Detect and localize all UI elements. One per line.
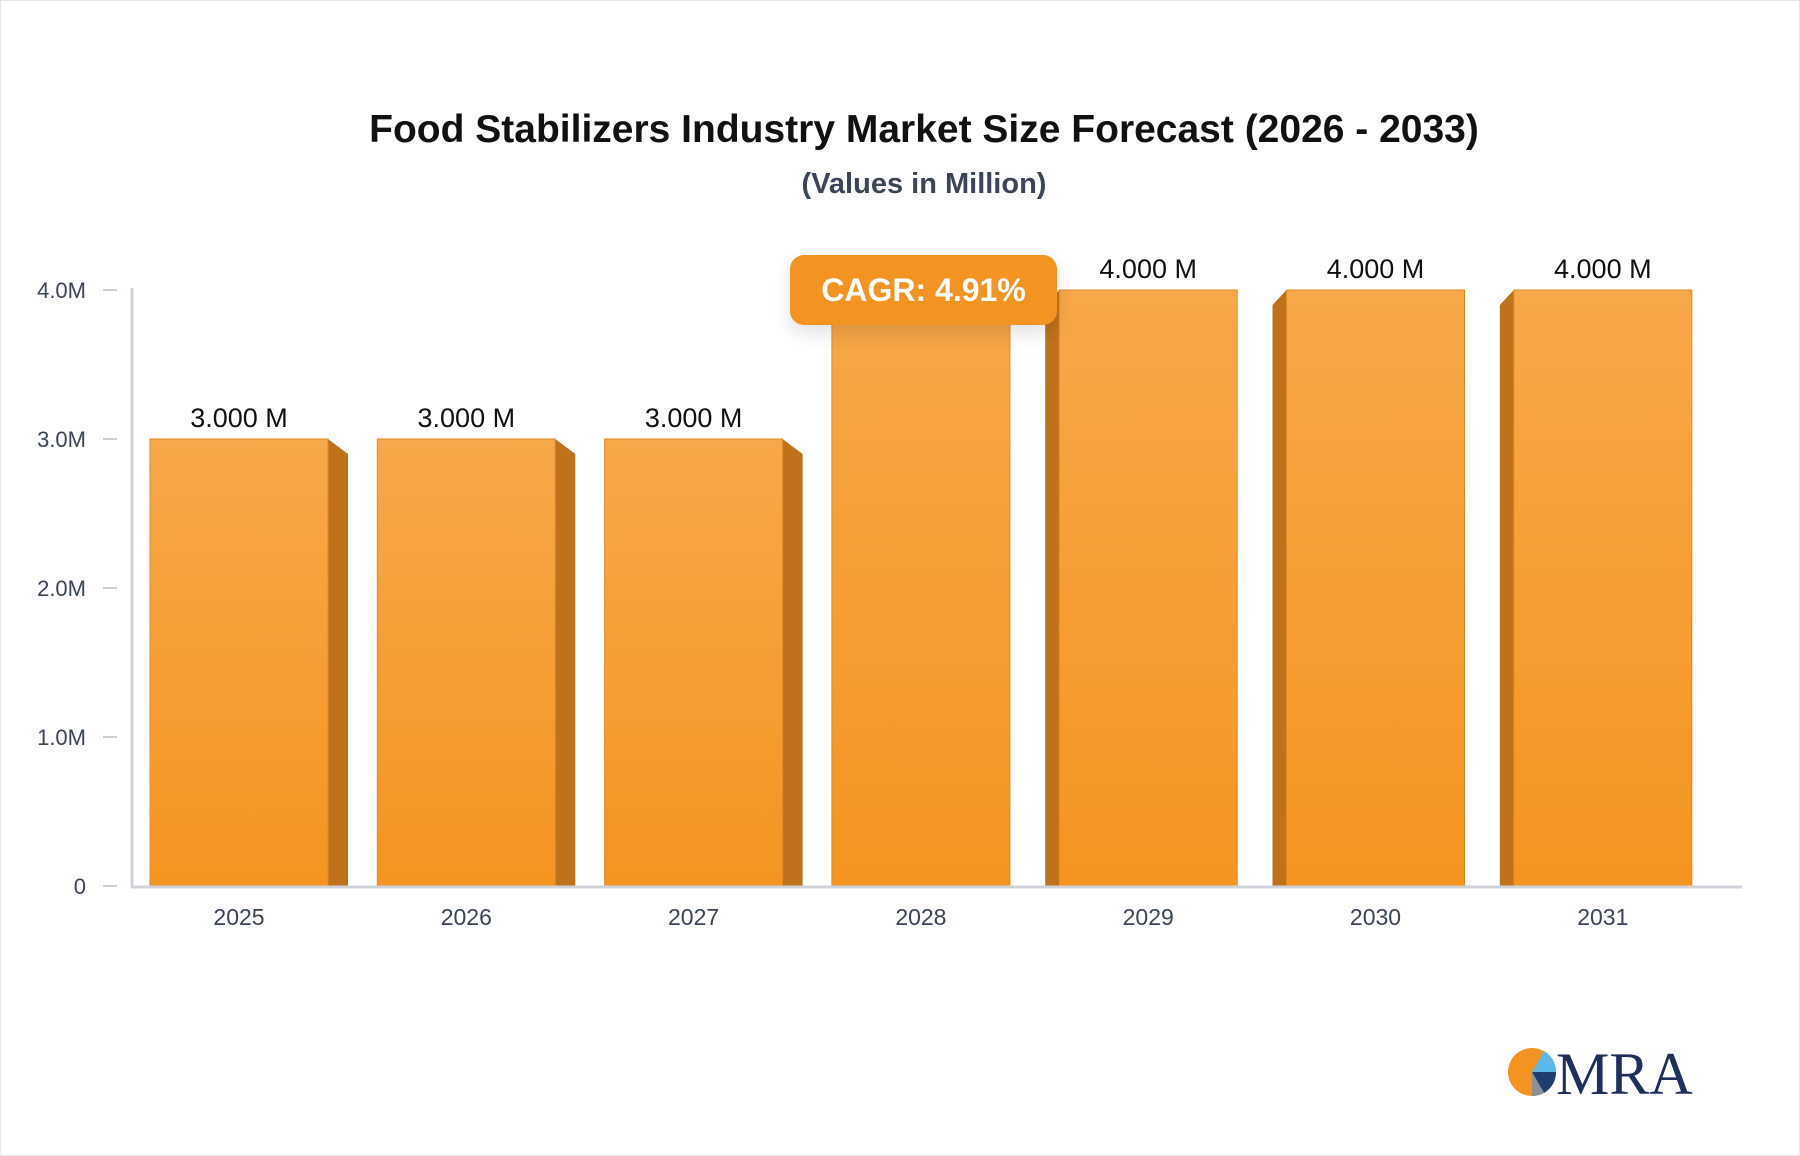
bar-2029	[1058, 289, 1238, 887]
data-label: 3.000 M	[645, 403, 743, 433]
bar-side	[328, 439, 348, 886]
bar-2026	[376, 438, 556, 887]
x-tick-label: 2025	[213, 904, 264, 930]
bar-2031	[1513, 289, 1693, 887]
data-label: 4.000 M	[1554, 254, 1652, 284]
bar-2030	[1286, 289, 1465, 887]
bar-2025	[149, 438, 329, 887]
chart-title: Food Stabilizers Industry Market Size Fo…	[369, 108, 1479, 151]
x-tick-label: 2026	[441, 904, 492, 930]
bar-side	[1272, 290, 1287, 886]
data-label: 4.000 M	[1099, 254, 1197, 284]
x-tick-label: 2031	[1577, 904, 1628, 930]
x-tick-label: 2028	[895, 904, 946, 930]
y-tick-label: 1.0M	[37, 725, 86, 750]
bar-side	[555, 439, 576, 886]
chart-subtitle: (Values in Million)	[801, 168, 1047, 200]
bar-2028	[831, 289, 1011, 887]
data-label: 3.000 M	[418, 403, 516, 433]
y-tick-label: 3.0M	[37, 427, 86, 452]
mra-logo: MRA	[1508, 1041, 1693, 1100]
y-tick-label: 4.0M	[37, 278, 86, 303]
cagr-badge: CAGR: 4.91%	[790, 255, 1057, 325]
bar-2027	[604, 438, 784, 887]
x-tick-label: 2030	[1350, 904, 1401, 930]
data-label: 3.000 M	[190, 403, 288, 433]
data-label: 4.000 M	[1327, 254, 1425, 284]
x-tick-label: 2027	[668, 904, 719, 930]
y-tick-label: 2.0M	[37, 576, 86, 601]
x-tick-label: 2029	[1123, 904, 1174, 930]
bar-side	[1499, 290, 1514, 886]
bar-side	[782, 439, 803, 886]
bar-side	[1045, 290, 1060, 886]
y-tick-label: 0	[74, 874, 86, 899]
svg-text:MRA: MRA	[1556, 1041, 1693, 1100]
